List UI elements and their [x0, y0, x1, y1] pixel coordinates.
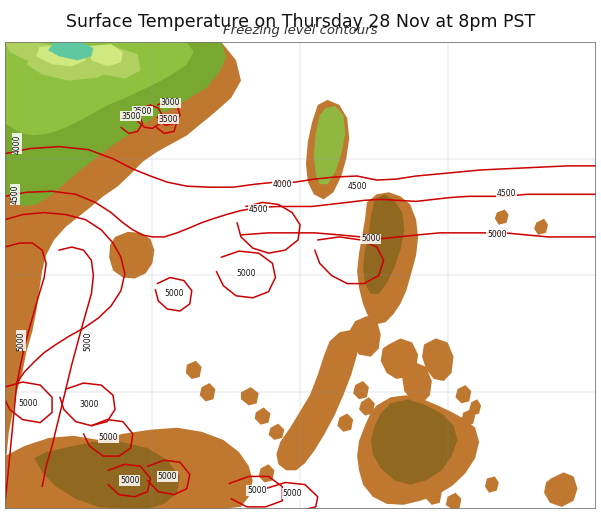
Text: 5000: 5000 [120, 476, 139, 485]
Polygon shape [371, 399, 457, 485]
Polygon shape [359, 397, 375, 416]
Polygon shape [422, 339, 454, 381]
Polygon shape [402, 363, 432, 403]
Text: 4500: 4500 [249, 205, 269, 214]
Polygon shape [380, 339, 418, 379]
Polygon shape [353, 381, 369, 399]
Polygon shape [426, 486, 442, 505]
Polygon shape [485, 477, 499, 492]
Text: 5000: 5000 [17, 331, 26, 350]
Text: 4000: 4000 [13, 134, 22, 154]
Text: 4500: 4500 [347, 182, 367, 191]
Text: 5000: 5000 [19, 399, 38, 408]
Polygon shape [255, 407, 270, 425]
Text: 3000: 3000 [80, 400, 99, 409]
Polygon shape [109, 232, 154, 279]
Text: 3500: 3500 [159, 115, 178, 124]
Text: 4500: 4500 [497, 189, 516, 199]
Polygon shape [495, 209, 508, 225]
Polygon shape [200, 383, 215, 401]
Polygon shape [276, 330, 357, 470]
Text: 5000: 5000 [361, 234, 380, 244]
Polygon shape [534, 219, 548, 235]
Polygon shape [445, 492, 462, 509]
Polygon shape [5, 436, 177, 509]
Polygon shape [36, 44, 85, 66]
Polygon shape [306, 100, 349, 200]
Text: 5000: 5000 [164, 289, 184, 298]
Text: 5000: 5000 [236, 269, 255, 278]
Polygon shape [337, 413, 353, 432]
Polygon shape [34, 442, 180, 509]
Text: 3000: 3000 [160, 98, 180, 107]
Polygon shape [186, 361, 201, 379]
Text: 5000: 5000 [157, 472, 177, 481]
Polygon shape [84, 46, 141, 78]
Polygon shape [258, 464, 275, 483]
Text: 5000: 5000 [247, 486, 266, 495]
Polygon shape [349, 316, 380, 357]
Text: 3500: 3500 [121, 112, 141, 121]
Text: Freezing level contours: Freezing level contours [223, 24, 378, 37]
Polygon shape [48, 42, 93, 61]
Polygon shape [99, 428, 253, 509]
Polygon shape [88, 44, 123, 66]
Text: 5000: 5000 [282, 489, 302, 498]
Text: 5000: 5000 [84, 331, 93, 350]
Polygon shape [357, 192, 418, 324]
Polygon shape [5, 42, 194, 135]
Polygon shape [269, 424, 284, 440]
Polygon shape [5, 42, 226, 206]
Text: 4500: 4500 [11, 185, 20, 204]
Polygon shape [5, 42, 241, 509]
Polygon shape [462, 409, 475, 426]
Polygon shape [5, 42, 62, 65]
Polygon shape [357, 395, 479, 505]
Text: 4000: 4000 [272, 180, 292, 189]
Polygon shape [363, 194, 404, 294]
Polygon shape [469, 399, 481, 416]
Text: 5000: 5000 [487, 230, 507, 239]
Polygon shape [544, 472, 578, 507]
Text: 2500: 2500 [133, 107, 152, 115]
Polygon shape [26, 47, 113, 81]
Polygon shape [456, 385, 471, 403]
Text: Surface Temperature on Thursday 28 Nov at 8pm PST: Surface Temperature on Thursday 28 Nov a… [66, 13, 535, 31]
Polygon shape [314, 106, 345, 184]
Text: 5000: 5000 [99, 433, 118, 442]
Polygon shape [241, 387, 258, 405]
